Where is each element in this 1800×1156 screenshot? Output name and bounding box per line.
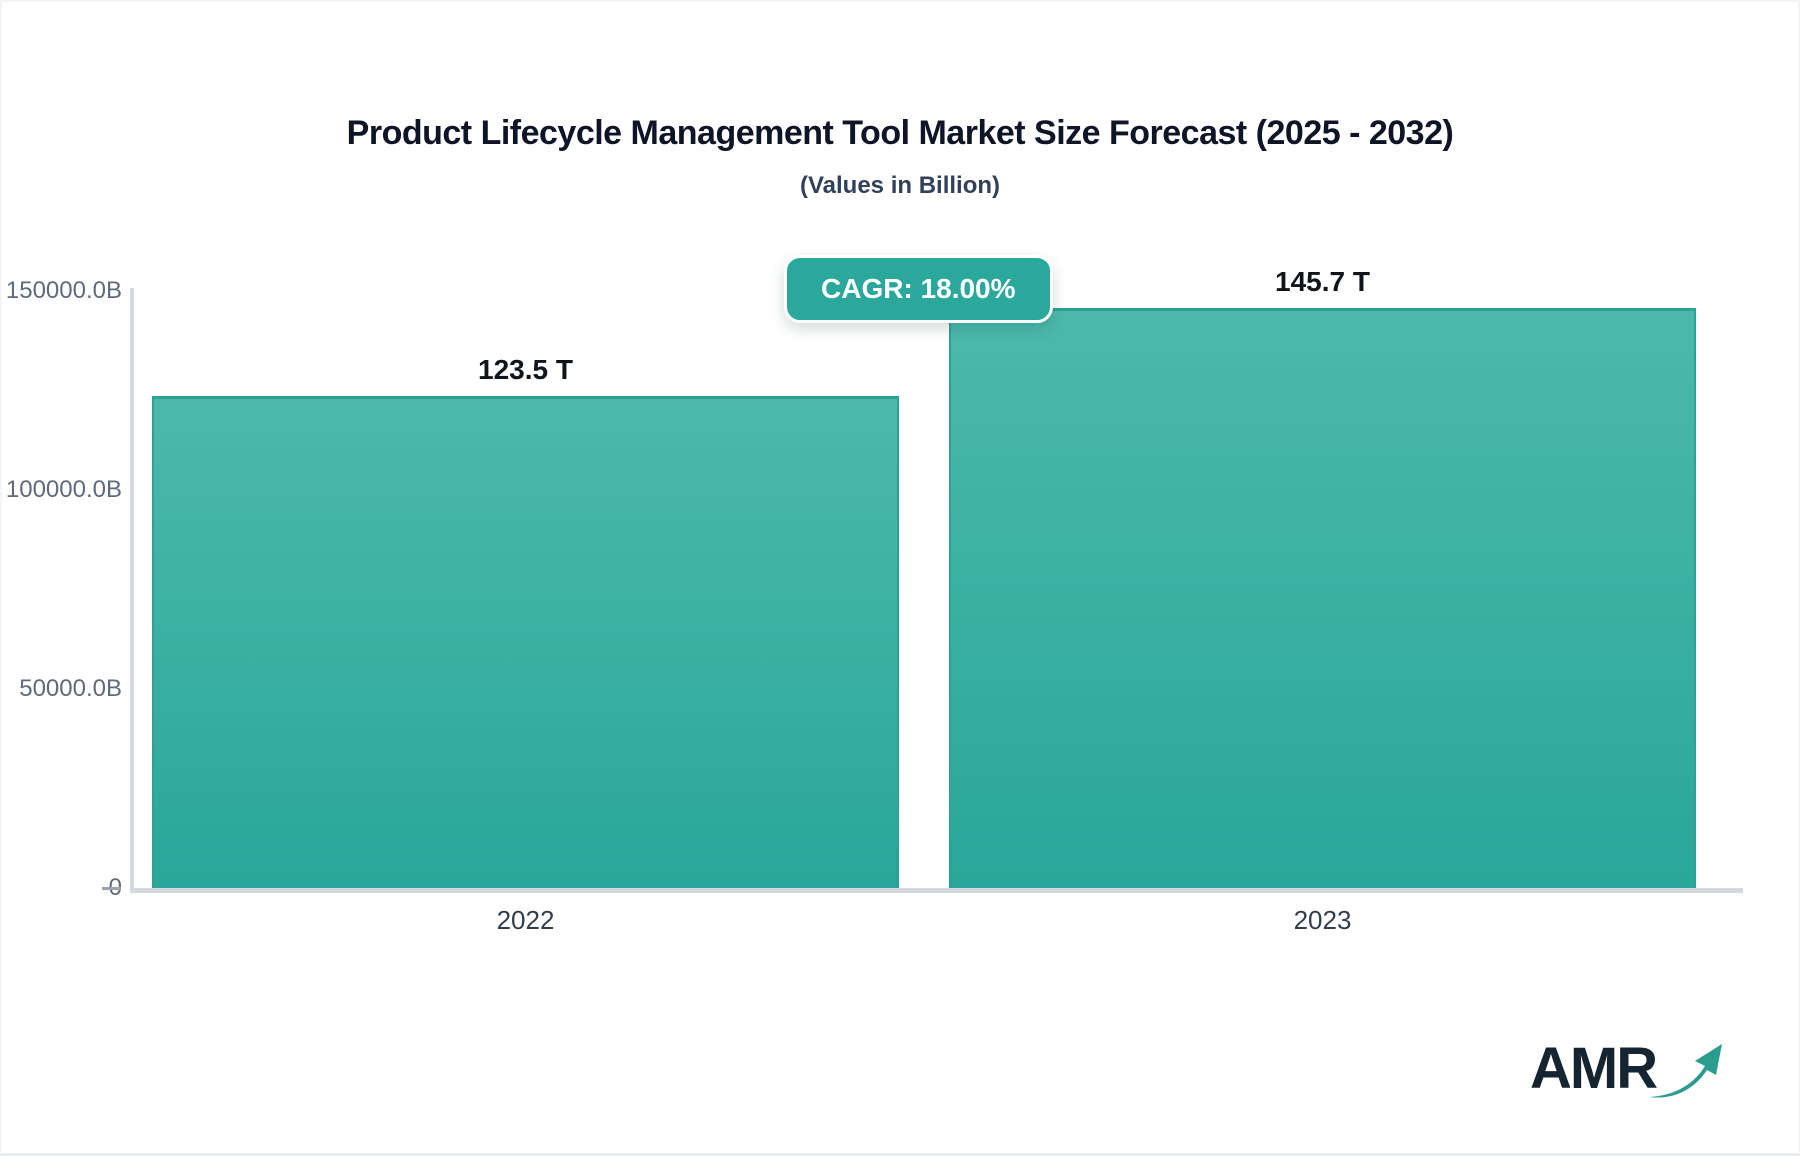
y-axis-line — [130, 288, 134, 893]
bar-2023[interactable] — [949, 308, 1696, 888]
trend-up-arrow-icon — [1649, 1044, 1723, 1098]
chart-title: Product Lifecycle Management Tool Market… — [346, 114, 1454, 152]
x-tick-label: 2022 — [496, 905, 555, 935]
amr-logo-text: AMR — [1530, 1036, 1658, 1101]
x-axis-line — [130, 888, 1743, 893]
y-tick-mark — [102, 887, 121, 890]
y-tick-label: 150000.0B — [5, 277, 122, 304]
bar-value-label: 145.7 T — [1275, 266, 1370, 298]
y-tick-label: 100000.0B — [5, 476, 122, 503]
chart-subtitle: (Values in Billion) — [799, 172, 1001, 199]
x-tick-label: 2023 — [1293, 905, 1352, 935]
bar-value-label: 123.5 T — [478, 354, 573, 386]
amr-logo: AMR — [1530, 1034, 1724, 1104]
y-tick-label: 50000.0B — [19, 675, 122, 702]
bar-2022[interactable] — [152, 396, 899, 888]
cagr-badge: CAGR: 18.00% — [784, 255, 1053, 323]
